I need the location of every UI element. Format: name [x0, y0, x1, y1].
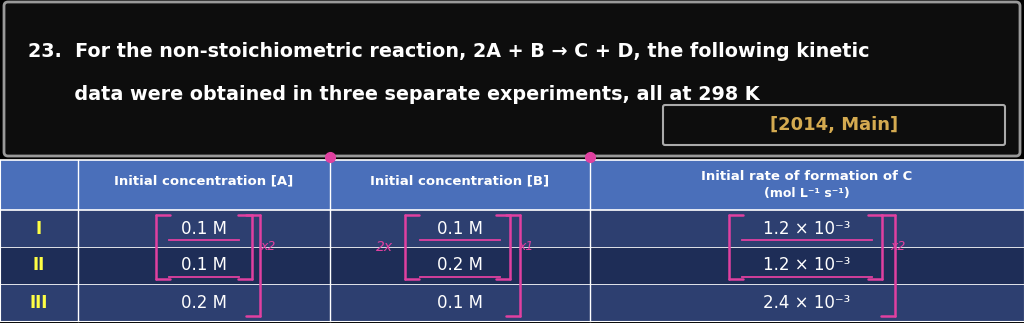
Bar	[0, 210, 1024, 247]
Text: Initial concentration [A]: Initial concentration [A]	[115, 174, 294, 187]
Text: x2: x2	[890, 241, 905, 254]
Text: 0.1 M: 0.1 M	[437, 294, 483, 311]
Text: [2014, Main]: [2014, Main]	[770, 116, 898, 134]
FancyBboxPatch shape	[663, 105, 1005, 145]
Text: 0.1 M: 0.1 M	[181, 256, 227, 275]
Text: II: II	[33, 256, 45, 275]
Text: Initial rate of formation of C: Initial rate of formation of C	[701, 171, 912, 183]
Bar	[0, 284, 1024, 321]
Text: x1: x1	[518, 241, 534, 254]
Text: (mol L⁻¹ s⁻¹): (mol L⁻¹ s⁻¹)	[764, 186, 850, 200]
Text: 1.2 × 10⁻³: 1.2 × 10⁻³	[763, 256, 851, 275]
Bar	[0, 247, 1024, 284]
Text: 0.1 M: 0.1 M	[181, 220, 227, 237]
Text: x2: x2	[260, 241, 275, 254]
Text: 0.1 M: 0.1 M	[437, 220, 483, 237]
Bar	[0, 160, 1024, 210]
Text: III: III	[30, 294, 48, 311]
Text: 0.2 M: 0.2 M	[437, 256, 483, 275]
Text: 2x: 2x	[376, 240, 393, 254]
Text: 0.2 M: 0.2 M	[181, 294, 227, 311]
Text: 23.  For the non-stoichiometric reaction, 2A + B → C + D, the following kinetic: 23. For the non-stoichiometric reaction,…	[28, 42, 869, 61]
Text: 2.4 × 10⁻³: 2.4 × 10⁻³	[763, 294, 851, 311]
Text: Initial concentration [B]: Initial concentration [B]	[371, 174, 550, 187]
Text: data were obtained in three separate experiments, all at 298 K: data were obtained in three separate exp…	[28, 85, 760, 104]
FancyBboxPatch shape	[4, 2, 1020, 156]
Text: I: I	[36, 220, 42, 237]
Text: 1.2 × 10⁻³: 1.2 × 10⁻³	[763, 220, 851, 237]
